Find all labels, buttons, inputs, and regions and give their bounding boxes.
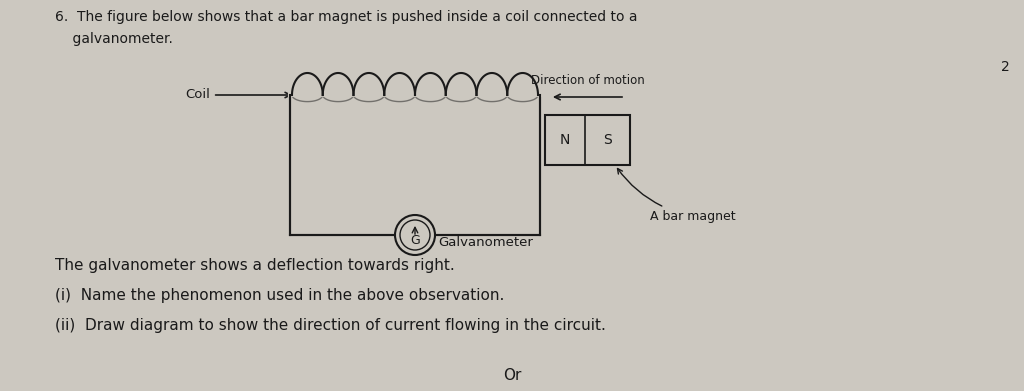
Text: G: G <box>411 235 420 248</box>
Text: Or: Or <box>503 368 521 383</box>
Bar <box>290 95 540 235</box>
Text: (i)  Name the phenomenon used in the above observation.: (i) Name the phenomenon used in the abov… <box>55 288 505 303</box>
Text: The galvanometer shows a deflection towards right.: The galvanometer shows a deflection towa… <box>55 258 455 273</box>
Text: Direction of motion: Direction of motion <box>530 74 644 87</box>
Text: 6.  The figure below shows that a bar magnet is pushed inside a coil connected t: 6. The figure below shows that a bar mag… <box>55 10 638 24</box>
Text: S: S <box>603 133 612 147</box>
Circle shape <box>395 215 435 255</box>
Text: (ii)  Draw diagram to show the direction of current flowing in the circuit.: (ii) Draw diagram to show the direction … <box>55 318 606 333</box>
Text: N: N <box>560 133 570 147</box>
Text: galvanometer.: galvanometer. <box>55 32 173 46</box>
Text: Coil: Coil <box>185 88 291 102</box>
Text: 2: 2 <box>1001 60 1010 74</box>
Circle shape <box>400 220 430 250</box>
Text: A bar magnet: A bar magnet <box>617 169 735 223</box>
Bar <box>545 115 630 165</box>
Text: Galvanometer: Galvanometer <box>438 237 532 249</box>
